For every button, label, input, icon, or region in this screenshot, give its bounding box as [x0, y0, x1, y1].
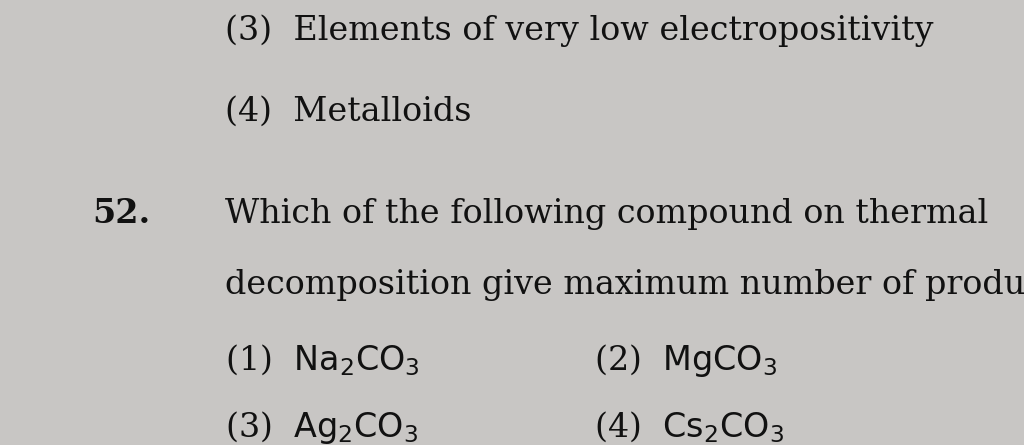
- Text: (4)  $\mathrm{Cs_2CO_3}$: (4) $\mathrm{Cs_2CO_3}$: [594, 409, 784, 445]
- Text: (2)  $\mathrm{MgCO_3}$: (2) $\mathrm{MgCO_3}$: [594, 342, 777, 379]
- Text: (3)  Elements of very low electropositivity: (3) Elements of very low electropositivi…: [225, 15, 934, 48]
- Text: (4)  Metalloids: (4) Metalloids: [225, 95, 472, 127]
- Text: 52.: 52.: [92, 197, 151, 230]
- Text: decomposition give maximum number of product ?: decomposition give maximum number of pro…: [225, 269, 1024, 301]
- Text: (1)  $\mathrm{Na_2CO_3}$: (1) $\mathrm{Na_2CO_3}$: [225, 343, 420, 378]
- Text: Which of the following compound on thermal: Which of the following compound on therm…: [225, 198, 988, 230]
- Text: (3)  $\mathrm{Ag_2CO_3}$: (3) $\mathrm{Ag_2CO_3}$: [225, 409, 419, 445]
